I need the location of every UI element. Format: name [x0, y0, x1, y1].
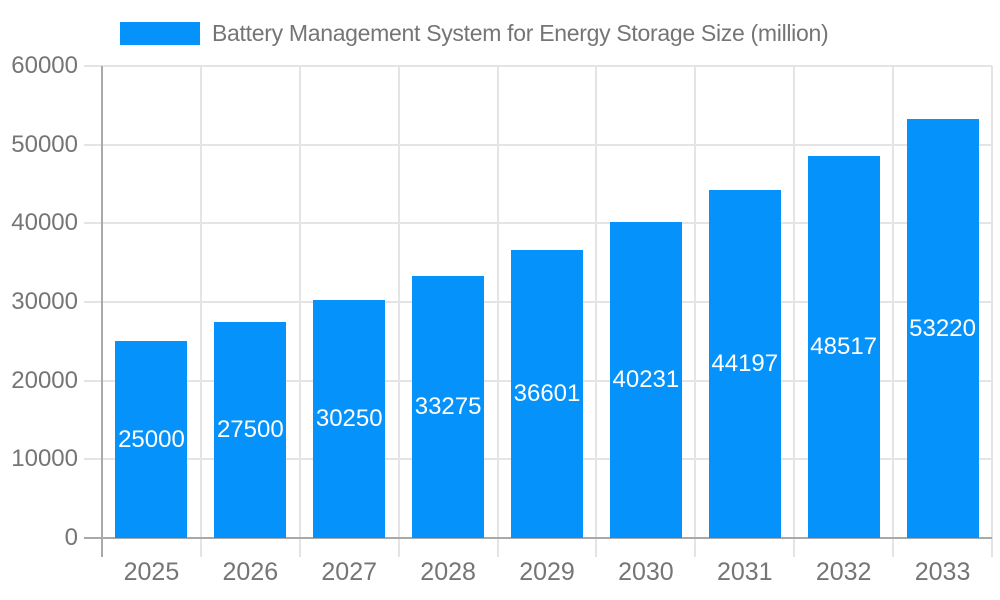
y-axis-label: 60000	[11, 52, 78, 79]
x-axis-label: 2033	[914, 558, 971, 586]
gridline-vertical	[991, 66, 993, 557]
x-axis-label: 2032	[815, 558, 872, 586]
bar-value-label: 36601	[513, 380, 581, 408]
gridline-vertical	[496, 66, 499, 557]
y-axis-label: 20000	[11, 366, 78, 394]
bar-value-label: 44197	[711, 350, 779, 378]
bar	[807, 156, 880, 538]
y-axis-label: 50000	[11, 130, 78, 158]
gridline-vertical	[199, 66, 202, 557]
bar	[214, 321, 287, 538]
x-axis-label: 2028	[420, 558, 476, 586]
bar	[609, 221, 682, 538]
gridline-horizontal	[84, 222, 992, 225]
bar	[412, 276, 485, 538]
bar-value-label: 27500	[216, 415, 284, 443]
bar-value-label: 30250	[315, 405, 383, 433]
gridline-vertical	[298, 66, 301, 557]
x-axis-label: 2026	[222, 558, 279, 586]
gridline-vertical	[694, 66, 697, 557]
bar-value-label: 53220	[909, 314, 976, 342]
bar	[511, 250, 583, 538]
y-axis-label: 40000	[11, 209, 78, 237]
bar-value-label: 25000	[118, 425, 185, 453]
x-axis-label: 2030	[618, 558, 674, 586]
bar-value-label: 33275	[414, 393, 482, 421]
bar	[906, 119, 979, 538]
gridline-vertical	[397, 66, 400, 557]
bar	[115, 341, 188, 538]
x-axis-label: 2027	[321, 558, 378, 586]
gridline-horizontal	[84, 65, 992, 67]
x-axis-label: 2031	[716, 558, 773, 586]
bar-value-label: 40231	[612, 365, 680, 393]
gridline-vertical	[793, 66, 796, 557]
bar-value-label: 48517	[810, 333, 878, 361]
x-axis-line	[84, 537, 992, 539]
gridline-horizontal	[84, 143, 992, 146]
y-axis-label: 10000	[11, 445, 78, 473]
x-axis-label: 2025	[123, 558, 180, 586]
gridline-vertical	[892, 66, 895, 557]
legend-label: Battery Management System for Energy Sto…	[212, 19, 829, 46]
legend: Battery Management System for Energy Sto…	[120, 19, 829, 46]
y-axis-label: 0	[64, 524, 78, 551]
y-axis-label: 30000	[11, 288, 78, 315]
legend-swatch	[120, 21, 200, 45]
bar	[708, 190, 781, 538]
gridline-vertical	[595, 66, 598, 557]
bar	[313, 300, 386, 538]
y-axis-line	[101, 66, 103, 557]
x-axis-label: 2029	[519, 558, 575, 586]
